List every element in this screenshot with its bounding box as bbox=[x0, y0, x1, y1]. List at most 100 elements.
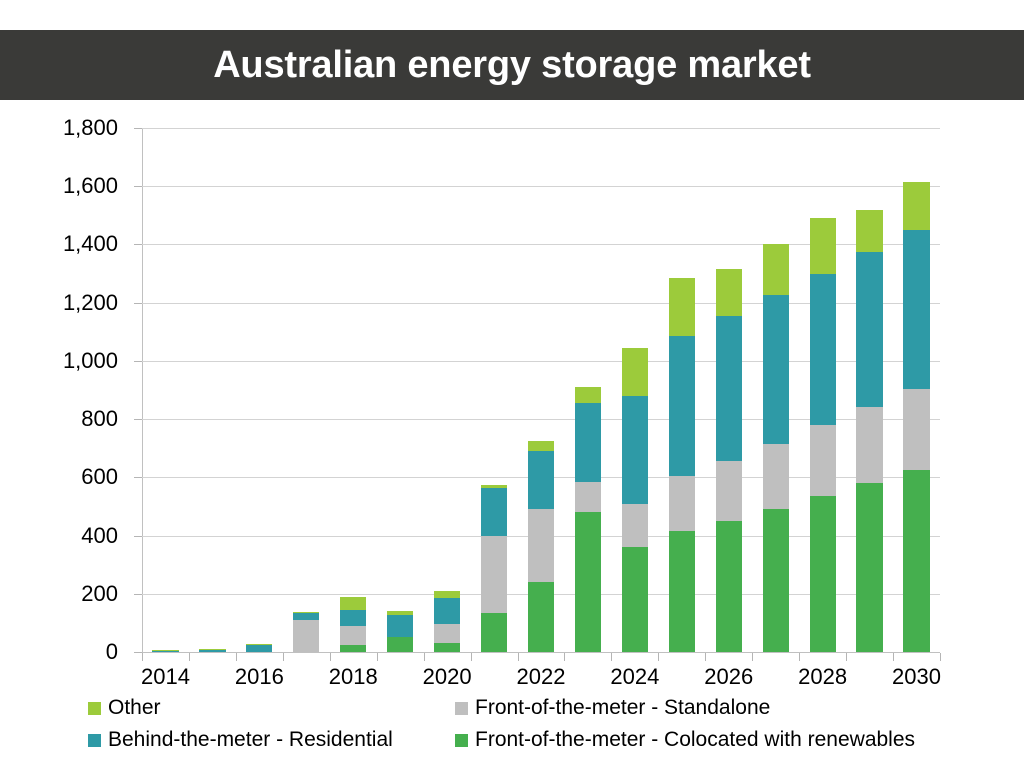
x-axis-tick-label: 2022 bbox=[516, 664, 566, 689]
bar-segment[interactable] bbox=[715, 521, 742, 652]
bar-segment[interactable] bbox=[903, 181, 930, 230]
bar-segment[interactable] bbox=[574, 512, 602, 652]
bar-segment[interactable] bbox=[574, 387, 602, 404]
bar-segment[interactable] bbox=[293, 612, 320, 613]
legend-swatch-icon bbox=[455, 733, 468, 747]
bar-group-2014[interactable] bbox=[152, 649, 179, 652]
legend-label: Behind-the-meter - Residential bbox=[108, 728, 393, 751]
legend-label: Front-of-the-meter - Colocated with rene… bbox=[475, 728, 916, 751]
bar-group-2030[interactable] bbox=[903, 181, 930, 652]
bar-segment[interactable] bbox=[387, 636, 414, 652]
x-axis-tick-mark bbox=[517, 653, 519, 661]
bar-group-2016[interactable] bbox=[246, 644, 273, 652]
bar-segment[interactable] bbox=[856, 483, 883, 652]
bar-segment[interactable] bbox=[387, 610, 414, 615]
bar-segment[interactable] bbox=[433, 590, 461, 599]
bar-segment[interactable] bbox=[715, 315, 742, 462]
x-axis-tick-label: 2018 bbox=[328, 664, 378, 689]
bar-segment[interactable] bbox=[527, 582, 555, 652]
bar-segment[interactable] bbox=[246, 644, 273, 652]
bar-segment[interactable] bbox=[480, 487, 508, 536]
bar-segment[interactable] bbox=[621, 347, 649, 396]
bar-segment[interactable] bbox=[527, 451, 555, 510]
bar-group-2017[interactable] bbox=[293, 612, 320, 652]
bar-segment[interactable] bbox=[199, 649, 226, 650]
bar-group-2019[interactable] bbox=[387, 610, 414, 652]
bar-segment[interactable] bbox=[152, 649, 179, 651]
bar-group-2018[interactable] bbox=[340, 596, 367, 652]
bar-group-2028[interactable] bbox=[809, 218, 836, 652]
bar-segment[interactable] bbox=[621, 547, 649, 652]
bar-segment[interactable] bbox=[809, 273, 836, 425]
x-axis-tick-mark bbox=[846, 653, 848, 661]
bar-segment[interactable] bbox=[527, 440, 555, 452]
bar-segment[interactable] bbox=[809, 424, 836, 497]
bar-segment[interactable] bbox=[903, 388, 930, 471]
bar-segment[interactable] bbox=[809, 496, 836, 652]
bar-segment[interactable] bbox=[199, 649, 226, 652]
bar-segment[interactable] bbox=[480, 535, 508, 613]
bar-segment[interactable] bbox=[903, 470, 930, 652]
x-axis-tick-mark bbox=[893, 653, 895, 661]
bar-group-2025[interactable] bbox=[668, 277, 695, 652]
bar-segment[interactable] bbox=[340, 625, 367, 645]
bar-segment[interactable] bbox=[480, 612, 508, 652]
bar-segment[interactable] bbox=[762, 443, 789, 510]
bar-segment[interactable] bbox=[715, 269, 742, 316]
bar-group-2029[interactable] bbox=[856, 209, 883, 652]
bar-segment[interactable] bbox=[762, 244, 789, 296]
bar-segment[interactable] bbox=[621, 395, 649, 504]
bar-segment[interactable] bbox=[903, 229, 930, 389]
bar-segment[interactable] bbox=[246, 644, 273, 645]
bar-group-2015[interactable] bbox=[199, 649, 226, 652]
bar-segment[interactable] bbox=[574, 481, 602, 513]
bar-segment[interactable] bbox=[715, 461, 742, 521]
legend-item[interactable]: Front-of-the-meter - Standalone bbox=[455, 696, 770, 720]
bar-segment[interactable] bbox=[668, 336, 695, 476]
bar-segment[interactable] bbox=[152, 650, 179, 652]
bar-segment[interactable] bbox=[621, 503, 649, 548]
gridline bbox=[142, 128, 940, 129]
bar-segment[interactable] bbox=[527, 509, 555, 583]
bar-segment[interactable] bbox=[293, 619, 320, 652]
gridline bbox=[142, 419, 940, 421]
bar-segment[interactable] bbox=[668, 277, 695, 337]
legend-item[interactable]: Behind-the-meter - Residential bbox=[88, 728, 393, 752]
bar-group-2024[interactable] bbox=[621, 347, 649, 652]
bar-segment[interactable] bbox=[387, 614, 414, 637]
bar-segment[interactable] bbox=[856, 407, 883, 484]
bar-group-2022[interactable] bbox=[527, 440, 555, 652]
chart-area: 0 200 400 600 800 1,000 1,200 1,400 1,600 1,800 2… bbox=[0, 108, 1024, 689]
bar-segment[interactable] bbox=[809, 218, 836, 274]
x-axis-tick-label: 2026 bbox=[704, 664, 754, 689]
x-axis-tick-mark bbox=[470, 653, 472, 661]
bar-segment[interactable] bbox=[856, 251, 883, 408]
bar-segment[interactable] bbox=[762, 295, 789, 444]
bar-segment[interactable] bbox=[480, 484, 508, 488]
bar-segment[interactable] bbox=[340, 596, 367, 610]
bar-group-2027[interactable] bbox=[762, 244, 789, 652]
bar-group-2020[interactable] bbox=[433, 590, 461, 652]
x-axis-line bbox=[142, 652, 940, 653]
bar-segment[interactable] bbox=[668, 531, 695, 652]
bar-segment[interactable] bbox=[762, 509, 789, 652]
bar-segment[interactable] bbox=[856, 209, 883, 252]
x-axis-tick-label: 2014 bbox=[140, 664, 190, 689]
bar-segment[interactable] bbox=[340, 644, 367, 652]
y-axis-tick-mark bbox=[134, 128, 142, 129]
gridline bbox=[142, 244, 940, 246]
bar-segment[interactable] bbox=[574, 403, 602, 482]
bar-group-2023[interactable] bbox=[574, 387, 602, 652]
bar-segment[interactable] bbox=[340, 609, 367, 626]
bar-segment[interactable] bbox=[293, 612, 320, 620]
bar-group-2021[interactable] bbox=[480, 484, 508, 652]
x-axis-tick-mark bbox=[423, 653, 425, 661]
bar-segment[interactable] bbox=[433, 643, 461, 652]
bar-segment[interactable] bbox=[433, 598, 461, 625]
legend-item[interactable]: Front-of-the-meter - Colocated with rene… bbox=[455, 728, 915, 752]
bar-segment[interactable] bbox=[668, 475, 695, 532]
legend-item[interactable]: Other bbox=[88, 696, 161, 720]
y-axis-tick-mark bbox=[134, 302, 142, 304]
bar-segment[interactable] bbox=[433, 624, 461, 644]
bar-group-2026[interactable] bbox=[715, 269, 742, 652]
